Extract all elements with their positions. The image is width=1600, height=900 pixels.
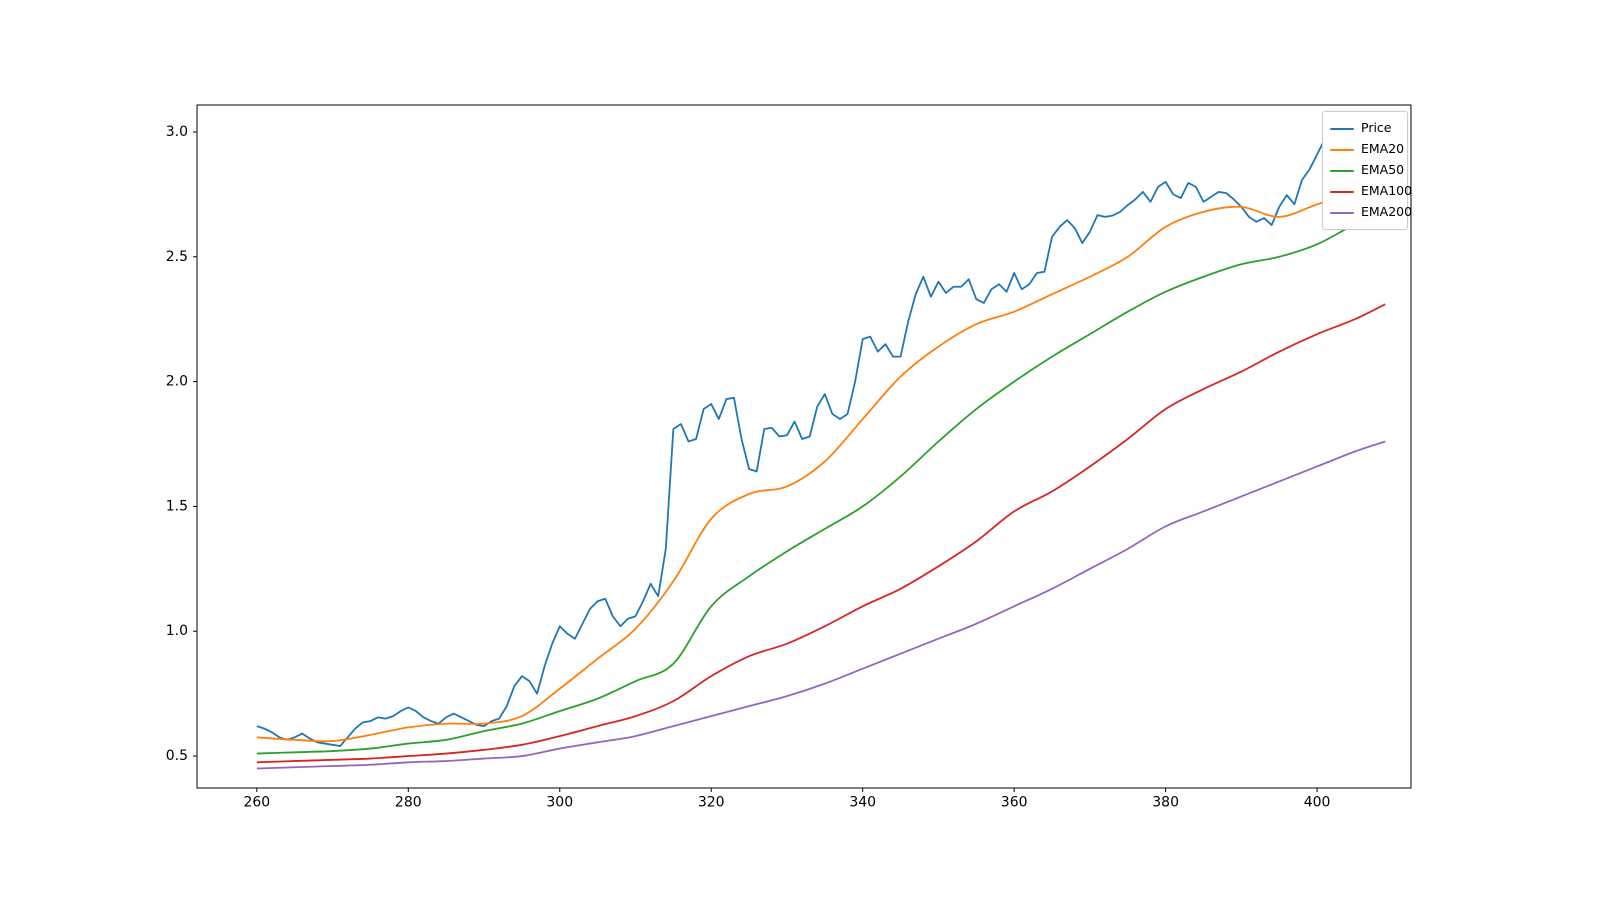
legend-item-label: EMA50 (1361, 162, 1405, 178)
x-tick-label: 320 (698, 795, 725, 811)
legend-line-swatch (1330, 190, 1354, 193)
legend-item-label: EMA100 (1361, 183, 1413, 199)
y-tick-label: 1.5 (166, 498, 188, 514)
legend-line-swatch (1330, 148, 1354, 151)
plot-border (196, 104, 1412, 789)
legend-item-ema50: EMA50 (1330, 160, 1405, 181)
legend-line-swatch (1330, 127, 1354, 130)
legend-line-swatch (1330, 169, 1354, 172)
legend-item-ema200: EMA200 (1330, 202, 1412, 223)
x-tick-label: 380 (1152, 795, 1179, 811)
y-tick-label: 2.5 (166, 249, 188, 265)
legend-item-label: EMA20 (1361, 141, 1405, 157)
x-tick-label: 340 (849, 795, 876, 811)
y-tick-label: 2.0 (166, 374, 188, 390)
x-tick-label: 280 (395, 795, 422, 811)
x-tick-label: 400 (1304, 795, 1331, 811)
series-line-price (256, 139, 1326, 747)
x-tick-label: 300 (546, 795, 573, 811)
legend-item-ema100: EMA100 (1330, 181, 1412, 202)
series-line-ema50 (256, 211, 1386, 755)
y-tick-label: 3.0 (166, 124, 188, 140)
x-tick-label: 360 (1001, 795, 1028, 811)
legend-item-label: Price (1361, 120, 1392, 136)
legend-item-price: Price (1330, 118, 1401, 139)
legend-item-label: EMA200 (1361, 204, 1413, 220)
legend-item-ema20: EMA20 (1330, 139, 1405, 160)
y-tick-label: 1.0 (166, 623, 188, 639)
series-line-ema100 (256, 303, 1386, 764)
series-line-ema200 (256, 440, 1386, 770)
series-line-ema20 (256, 181, 1386, 743)
legend-line-swatch (1330, 211, 1354, 214)
legend: Price EMA20 EMA50 EMA100 EMA200 (1322, 111, 1412, 230)
x-tick-label: 260 (243, 795, 270, 811)
y-tick-label: 0.5 (166, 748, 188, 764)
